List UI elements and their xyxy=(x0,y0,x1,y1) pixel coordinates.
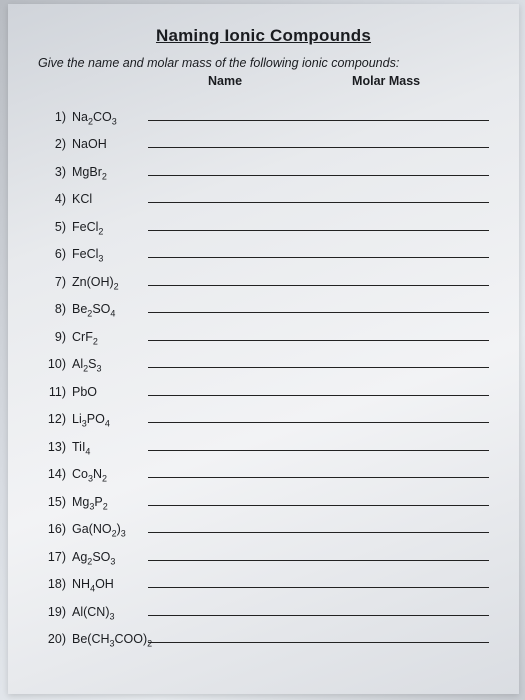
column-headers: Name Molar Mass xyxy=(38,74,489,88)
compound-formula: FeCl2 xyxy=(72,220,144,234)
item-number: 13) xyxy=(38,440,72,454)
list-item: 20)Be(CH3COO)2 xyxy=(38,619,489,647)
worksheet-paper: Naming Ionic Compounds Give the name and… xyxy=(8,4,519,694)
compound-formula: TiI4 xyxy=(72,440,144,454)
list-item: 16)Ga(NO2)3 xyxy=(38,509,489,537)
item-number: 8) xyxy=(38,302,72,316)
answer-blank-line xyxy=(148,477,489,478)
answer-blank-line xyxy=(148,120,489,121)
item-number: 4) xyxy=(38,192,72,206)
compound-formula: NaOH xyxy=(72,137,144,151)
item-number: 9) xyxy=(38,330,72,344)
item-number: 14) xyxy=(38,467,72,481)
compound-formula: MgBr2 xyxy=(72,165,144,179)
item-number: 12) xyxy=(38,412,72,426)
list-item: 10)Al2S3 xyxy=(38,344,489,372)
item-number: 20) xyxy=(38,632,72,646)
compound-formula: CrF2 xyxy=(72,330,144,344)
compound-formula: Al2S3 xyxy=(72,357,144,371)
answer-blank-line xyxy=(148,505,489,506)
compound-formula: Mg3P2 xyxy=(72,495,144,509)
item-number: 5) xyxy=(38,220,72,234)
list-item: 4)KCl xyxy=(38,179,489,207)
compound-formula: Zn(OH)2 xyxy=(72,275,144,289)
answer-blank-line xyxy=(148,340,489,341)
list-item: 2)NaOH xyxy=(38,124,489,152)
answer-blank-line xyxy=(148,257,489,258)
compound-formula: FeCl3 xyxy=(72,247,144,261)
answer-blank-line xyxy=(148,450,489,451)
list-item: 13)TiI4 xyxy=(38,426,489,454)
header-molar-mass: Molar Mass xyxy=(352,74,420,88)
compound-formula: Co3N2 xyxy=(72,467,144,481)
list-item: 9)CrF2 xyxy=(38,316,489,344)
answer-blank-line xyxy=(148,532,489,533)
item-number: 17) xyxy=(38,550,72,564)
item-number: 3) xyxy=(38,165,72,179)
answer-blank-line xyxy=(148,202,489,203)
answer-blank-line xyxy=(148,587,489,588)
page-title: Naming Ionic Compounds xyxy=(38,26,489,46)
item-number: 15) xyxy=(38,495,72,509)
list-item: 11)PbO xyxy=(38,371,489,399)
compound-formula: Al(CN)3 xyxy=(72,605,144,619)
answer-blank-line xyxy=(148,312,489,313)
answer-blank-line xyxy=(148,642,489,643)
list-item: 15)Mg3P2 xyxy=(38,481,489,509)
list-item: 5)FeCl2 xyxy=(38,206,489,234)
instructions-text: Give the name and molar mass of the foll… xyxy=(38,56,489,70)
list-item: 14)Co3N2 xyxy=(38,454,489,482)
compound-formula: Be(CH3COO)2 xyxy=(72,632,144,646)
compound-formula: PbO xyxy=(72,385,144,399)
header-name: Name xyxy=(208,74,242,88)
item-number: 6) xyxy=(38,247,72,261)
list-item: 8)Be2SO4 xyxy=(38,289,489,317)
answer-blank-line xyxy=(148,560,489,561)
answer-blank-line xyxy=(148,285,489,286)
list-item: 7)Zn(OH)2 xyxy=(38,261,489,289)
list-item: 3)MgBr2 xyxy=(38,151,489,179)
item-number: 1) xyxy=(38,110,72,124)
list-item: 6)FeCl3 xyxy=(38,234,489,262)
answer-blank-line xyxy=(148,395,489,396)
item-number: 16) xyxy=(38,522,72,536)
item-number: 7) xyxy=(38,275,72,289)
compound-formula: NH4OH xyxy=(72,577,144,591)
list-item: 12)Li3PO4 xyxy=(38,399,489,427)
answer-blank-line xyxy=(148,422,489,423)
item-number: 11) xyxy=(38,385,72,399)
item-number: 19) xyxy=(38,605,72,619)
list-item: 1)Na2CO3 xyxy=(38,96,489,124)
answer-blank-line xyxy=(148,147,489,148)
item-number: 10) xyxy=(38,357,72,371)
list-item: 17)Ag2SO3 xyxy=(38,536,489,564)
list-item: 19)Al(CN)3 xyxy=(38,591,489,619)
compound-formula: KCl xyxy=(72,192,144,206)
answer-blank-line xyxy=(148,367,489,368)
compound-formula: Li3PO4 xyxy=(72,412,144,426)
answer-blank-line xyxy=(148,175,489,176)
answer-blank-line xyxy=(148,615,489,616)
answer-blank-line xyxy=(148,230,489,231)
compound-formula: Ag2SO3 xyxy=(72,550,144,564)
compound-formula: Ga(NO2)3 xyxy=(72,522,144,536)
item-number: 2) xyxy=(38,137,72,151)
list-item: 18)NH4OH xyxy=(38,564,489,592)
compound-formula: Be2SO4 xyxy=(72,302,144,316)
compound-formula: Na2CO3 xyxy=(72,110,144,124)
compound-list: 1)Na2CO32)NaOH3)MgBr24)KCl5)FeCl26)FeCl3… xyxy=(38,96,489,646)
item-number: 18) xyxy=(38,577,72,591)
